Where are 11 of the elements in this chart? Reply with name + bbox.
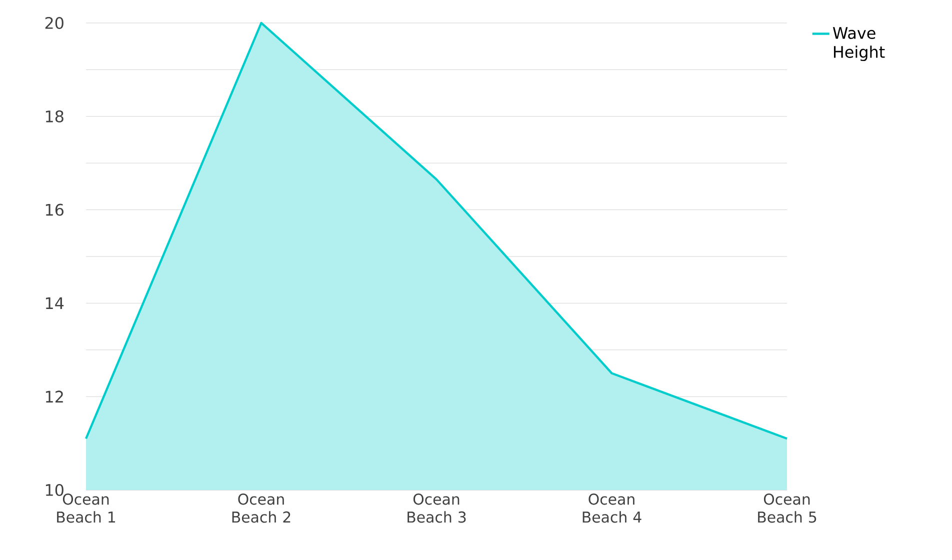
- y-tick-label: 14: [46, 297, 64, 309]
- y-tick-label: 10: [46, 484, 64, 496]
- x-tick-label: Ocean Beach 4: [582, 494, 642, 523]
- y-tick-label: 16: [46, 204, 64, 216]
- y-tick-label: 18: [46, 110, 64, 122]
- y-tick-label: 20: [45, 16, 64, 30]
- y-tick-label: 12: [46, 390, 63, 402]
- x-tick-label: Ocean Beach 5: [758, 494, 816, 523]
- legend-label: Wave Height: [832, 27, 885, 62]
- x-tick-label: Ocean Beach 3: [408, 494, 466, 523]
- x-tick-label: Ocean Beach 2: [232, 494, 290, 523]
